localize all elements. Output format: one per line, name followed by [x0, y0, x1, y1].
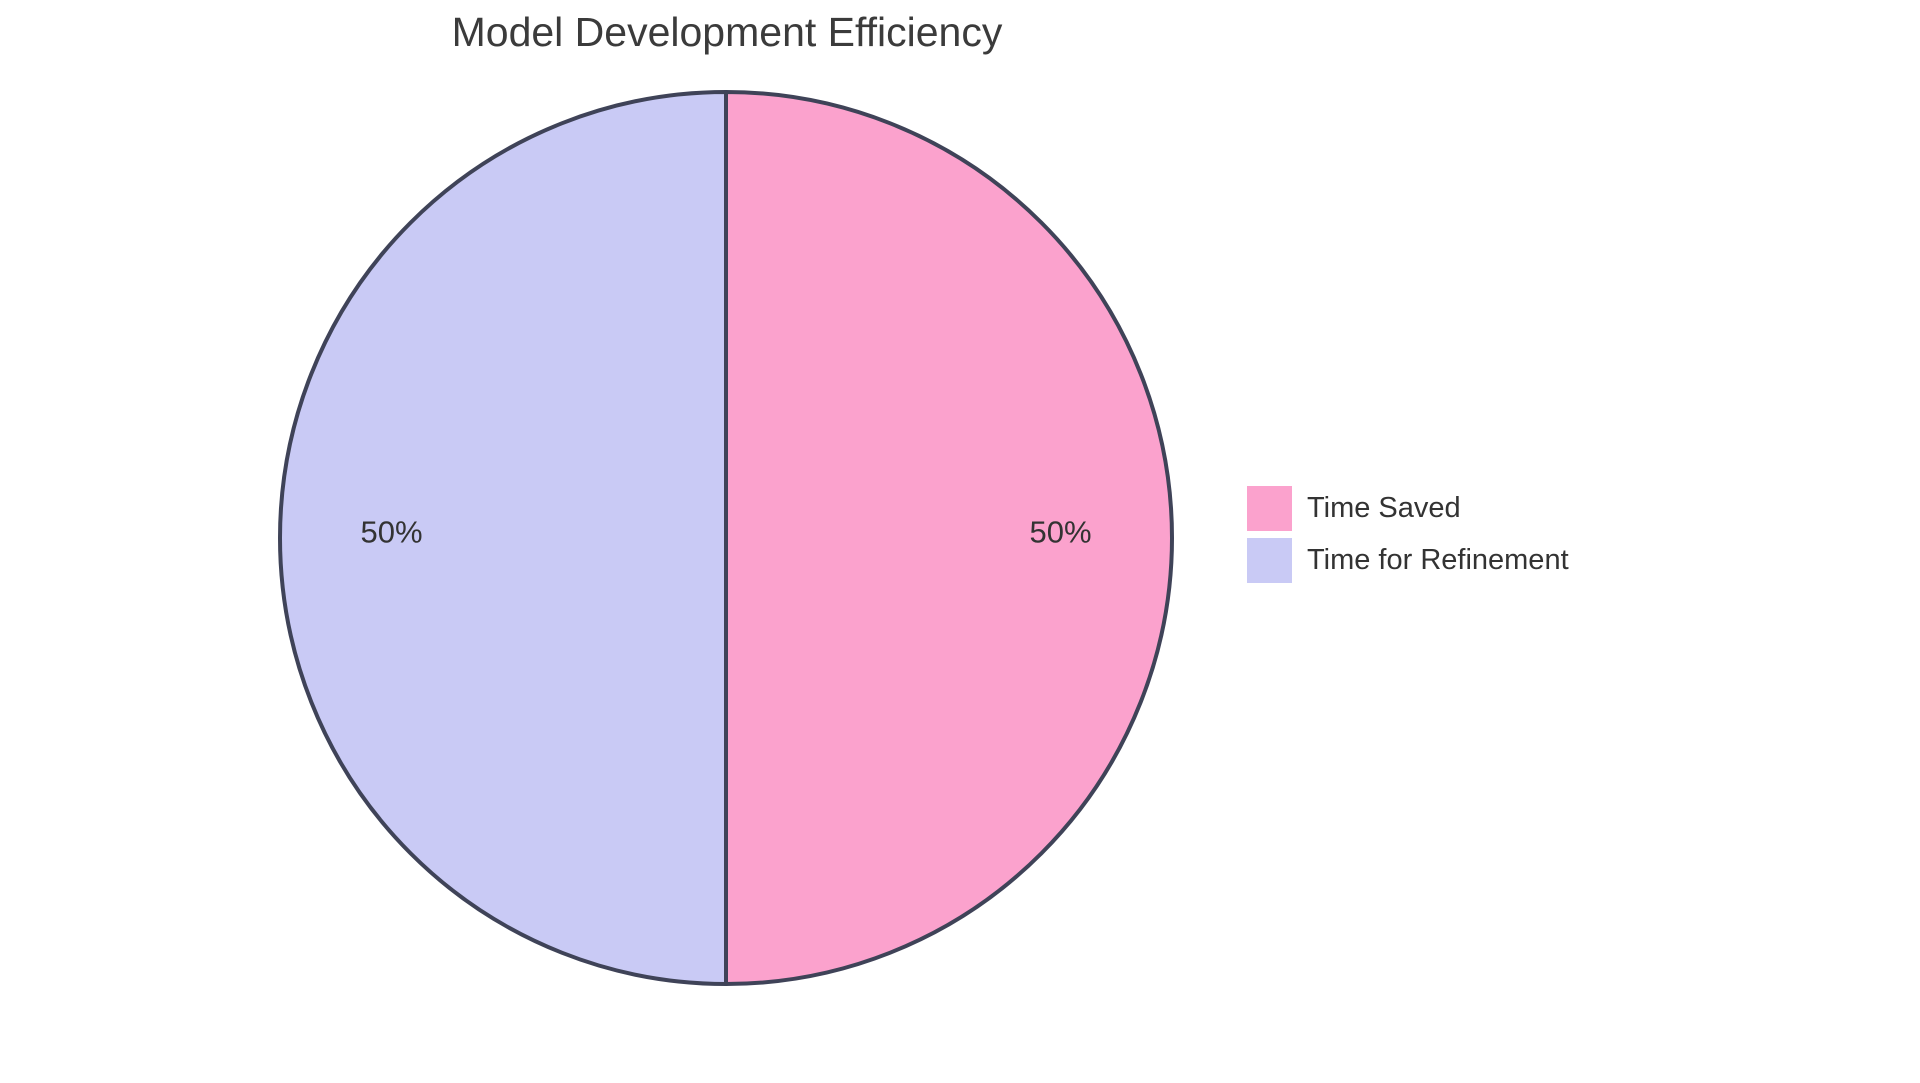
legend-swatch-time-for-refinement — [1247, 538, 1292, 583]
pie-slice-time-for-refinement — [278, 90, 728, 986]
pie-slice-time-saved — [724, 90, 1174, 986]
pie-slice-labels-group: 50% 50% — [360, 515, 1091, 550]
chart-title: Model Development Efficiency — [451, 9, 1003, 55]
legend-label: Time Saved — [1307, 492, 1461, 524]
pie-slice-percentage-time-for-refinement: 50% — [360, 515, 422, 550]
legend-swatch-time-saved — [1247, 486, 1292, 531]
legend-label: Time for Refinement — [1307, 544, 1569, 576]
legend: Time Saved Time for Refinement — [1247, 486, 1569, 583]
legend-item-time-saved: Time Saved — [1247, 486, 1569, 531]
pie-slices-group — [278, 90, 1174, 986]
legend-item-time-for-refinement: Time for Refinement — [1247, 538, 1569, 583]
pie-slice-percentage-time-saved: 50% — [1029, 515, 1091, 550]
